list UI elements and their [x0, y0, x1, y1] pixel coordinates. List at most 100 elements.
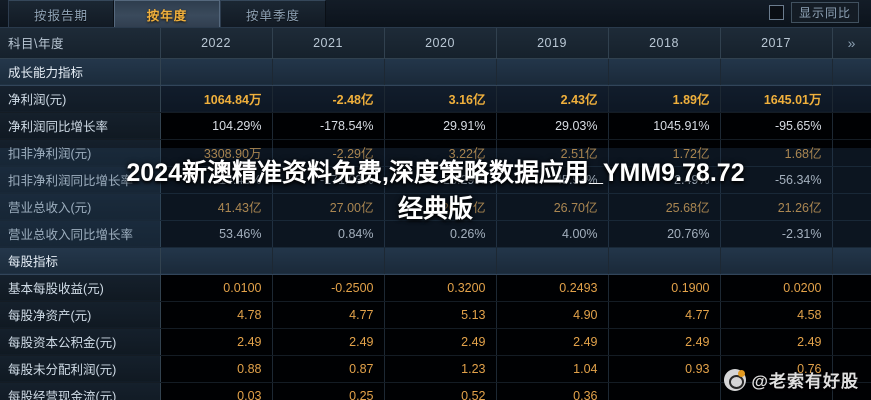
table-cell: 3.22亿	[384, 139, 497, 167]
table-row: 基本每股收益(元) 0.0100 -0.2500 0.3200 0.2493 0.1900…	[0, 274, 871, 302]
table-row: 营业总收入同比增长率 53.46% 0.84% 0.26% 4.00% 20.76% -2.…	[0, 220, 871, 248]
table-cell-overflow	[832, 58, 871, 86]
table-cell: 4.77	[608, 301, 721, 329]
table-cell-overflow	[832, 247, 871, 275]
table-row: 净利润(元) 1064.84万 -2.48亿 3.16亿 2.43亿 1.89亿 1645.…	[0, 85, 871, 113]
table-cell-overflow	[832, 355, 871, 383]
table-cell: 4.00%	[496, 220, 609, 248]
table-cell: 0.93	[608, 355, 721, 383]
table-row: 营业总收入(元) 41.43亿 27.00亿 26.77亿 26.70亿 25.68亿 21…	[0, 193, 871, 221]
column-header-2017[interactable]: 2017	[720, 28, 833, 59]
table-cell-overflow	[832, 220, 871, 248]
table-row: 扣非净利润(元) 3308.90万 -2.29亿 3.22亿 2.51亿 1.72亿 1.6…	[0, 139, 871, 167]
table-cell: -2.48亿	[272, 85, 385, 113]
row-label: 基本每股收益(元)	[0, 274, 161, 302]
table-cell: 26.77亿	[384, 193, 497, 221]
table-section-row: 每股指标	[0, 247, 871, 275]
show-yoy-checkbox[interactable]	[768, 5, 784, 20]
table-row: 净利润同比增长率 104.29% -178.54% 29.91% 29.03% 1045.…	[0, 112, 871, 140]
row-label: 净利润(元)	[0, 85, 161, 113]
table-cell: 2.49	[160, 328, 273, 356]
table-cell	[496, 58, 609, 86]
column-header-2018[interactable]: 2018	[608, 28, 721, 59]
table-cell	[720, 58, 833, 86]
table-cell-overflow	[832, 274, 871, 302]
table-cell: 0.26%	[384, 220, 497, 248]
table-cell: -95.65%	[720, 112, 833, 140]
show-yoy-label: 显示同比	[790, 2, 859, 23]
row-label: 营业总收入同比增长率	[0, 220, 161, 248]
table-cell	[720, 382, 833, 400]
table-cell: 5.13	[384, 301, 497, 329]
table-cell: 3.16亿	[384, 85, 497, 113]
table-cell	[608, 58, 721, 86]
period-tab-bar: 按报告期 按年度 按单季度 显示同比	[0, 0, 871, 28]
table-cell: 1.68亿	[720, 139, 833, 167]
weibo-handle: @老索有好股	[751, 372, 859, 391]
table-cell	[160, 247, 273, 275]
table-cell: -178.54%	[272, 112, 385, 140]
table-header-row: 科目\年度 2022 2021 2020 2019 2018 2017 »	[0, 28, 871, 59]
table-cell: -56.34%	[720, 166, 833, 194]
table-cell: 1.23	[384, 355, 497, 383]
row-label: 每股经营现金流(元)	[0, 382, 161, 400]
table-cell	[608, 382, 721, 400]
table-cell: 1.72亿	[608, 139, 721, 167]
table-cell: 20.76%	[608, 220, 721, 248]
table-body: 成长能力指标 净利润(元) 1064.84万 -2.48亿 3.16亿 2.43亿 1.89…	[0, 58, 871, 400]
row-label: 扣非净利润(元)	[0, 139, 161, 167]
tab-by-report-period[interactable]: 按报告期	[8, 0, 114, 27]
table-cell: -0.2500	[272, 274, 385, 302]
table-header: 科目\年度 2022 2021 2020 2019 2018 2017 »	[0, 28, 871, 59]
table-cell: 2.43亿	[496, 85, 609, 113]
column-header-subject: 科目\年度	[0, 28, 161, 59]
table-row: 每股未分配利润(元) 0.88 0.87 1.23 1.04 0.93 0.76	[0, 355, 871, 383]
row-label: 扣非净利润同比增长率	[0, 166, 161, 194]
row-label: 每股指标	[0, 247, 161, 275]
column-header-2019[interactable]: 2019	[496, 28, 609, 59]
table-cell-overflow	[832, 382, 871, 400]
table-cell-overflow	[832, 328, 871, 356]
table-row: 每股经营现金流(元) 0.03 0.25 0.52 0.36	[0, 382, 871, 400]
table-cell: 0.1900	[608, 274, 721, 302]
table-cell: 1064.84万	[160, 85, 273, 113]
show-yoy-toggle[interactable]: 显示同比	[768, 2, 859, 23]
table-cell: 29.91%	[384, 112, 497, 140]
column-header-2022[interactable]: 2022	[160, 28, 273, 59]
table-cell: 114.43%	[160, 166, 273, 194]
table-cell: 53.46%	[160, 220, 273, 248]
table-cell	[272, 58, 385, 86]
table-cell: 28.29%	[384, 166, 497, 194]
table-cell: 2.51亿	[496, 139, 609, 167]
table-cell: 0.0200	[720, 274, 833, 302]
table-cell	[384, 58, 497, 86]
table-cell	[608, 247, 721, 275]
table-cell: 21.26亿	[720, 193, 833, 221]
weibo-icon	[724, 368, 747, 391]
table-cell: 4.78	[160, 301, 273, 329]
table-cell: 2.49%	[608, 166, 721, 194]
table-cell: 4.77	[272, 301, 385, 329]
table-cell: -2.29亿	[272, 139, 385, 167]
table-cell: 2.49	[720, 328, 833, 356]
table-cell: 2.49	[608, 328, 721, 356]
table-row: 扣非净利润同比增长率 114.43% -171.03% 28.29% 45.93% 2.4…	[0, 166, 871, 194]
table-cell-overflow	[832, 193, 871, 221]
table-cell-overflow	[832, 139, 871, 167]
next-page-icon[interactable]: »	[832, 28, 871, 59]
table-cell: 0.0100	[160, 274, 273, 302]
table-cell: 0.52	[384, 382, 497, 400]
table-cell: 0.87	[272, 355, 385, 383]
table-row: 每股净资产(元) 4.78 4.77 5.13 4.90 4.77 4.58	[0, 301, 871, 329]
table-cell-overflow	[832, 112, 871, 140]
table-cell	[384, 247, 497, 275]
table-cell: 0.25	[272, 382, 385, 400]
table-cell: 25.68亿	[608, 193, 721, 221]
tab-by-quarter[interactable]: 按单季度	[220, 0, 326, 27]
column-header-2020[interactable]: 2020	[384, 28, 497, 59]
column-header-2021[interactable]: 2021	[272, 28, 385, 59]
tab-by-year[interactable]: 按年度	[114, 0, 220, 27]
table-cell: 2.49	[496, 328, 609, 356]
table-cell: 4.90	[496, 301, 609, 329]
